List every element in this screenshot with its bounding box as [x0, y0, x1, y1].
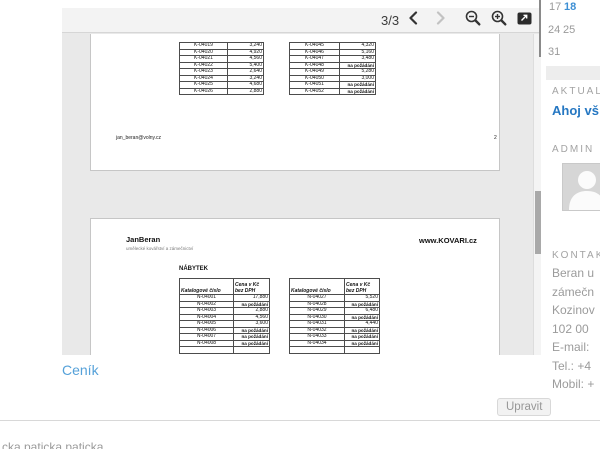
page-indicator: 3/3 [381, 13, 400, 28]
table-row: K-04048 na požádání [289, 61, 376, 69]
catalog-code-cell: K-04052 [289, 87, 340, 95]
price-header-cell: Cena v Kč bez DPH [233, 278, 270, 295]
catalog-header-cell: Katalogové číslo [179, 278, 234, 295]
company-website: www.KOVARI.cz [419, 236, 477, 245]
price-cell: na požádání [339, 87, 376, 95]
section-title: NÁBYTEK [179, 266, 209, 272]
contact-line: 102 00 [552, 321, 589, 336]
table-body: K-04045 4,320 K-04046 5,160 K-04047 3,480 K-04… [289, 42, 376, 95]
price-table: K-04019 3,240 K-04020 4,920 K-04021 4,560 K-04… [179, 42, 264, 95]
table-row: K-04024 3,240 [179, 74, 264, 82]
open-in-new-button[interactable] [517, 8, 532, 33]
price-header-cell: Cena v Kč bez DPH [344, 278, 380, 295]
price-cell: 5,400 [227, 61, 264, 69]
catalog-code-cell: K-04026 [179, 87, 228, 95]
price-header-line2: bez DPH [346, 288, 367, 294]
chevron-right-icon [436, 11, 446, 30]
viewer-scrollbar-thumb[interactable] [535, 191, 541, 254]
price-table: Katalogové číslo Cena v Kč bez DPH N-040… [289, 278, 380, 354]
table-row [289, 346, 380, 354]
news-section-heading: AKTUAL [552, 86, 600, 97]
contact-line: Tel.: +4 [552, 358, 592, 373]
magnifier-minus-icon [464, 9, 482, 32]
price-header-line1: Cena v Kč [346, 282, 371, 288]
catalog-code-cell [179, 346, 234, 354]
catalog-code-cell [289, 346, 345, 354]
price-table: K-04045 4,320 K-04046 5,160 K-04047 3,480 K-04… [289, 42, 376, 95]
table-row [179, 346, 270, 354]
price-cell: 3,240 [227, 74, 264, 82]
calendar-day[interactable]: 17 [549, 1, 562, 13]
document-page-number: 2 [494, 135, 497, 141]
admin-avatar [562, 163, 600, 211]
pdf-viewer: 3/3 [62, 8, 541, 355]
table-header: Katalogové číslo Cena v Kč bez DPH [179, 278, 270, 295]
calendar-day[interactable]: 24 [548, 24, 561, 36]
table-row: K-04049 5,280 [289, 68, 376, 76]
calendar-day-today[interactable]: 18 [564, 1, 577, 13]
zoom-out-button[interactable] [464, 8, 482, 33]
edit-button-label: Upravit [506, 401, 543, 413]
company-tagline: umělecké kovářství a zámečnictví [126, 246, 194, 251]
table-row: K-04051 na požádání [289, 81, 376, 89]
next-page-button[interactable] [436, 8, 446, 33]
pdf-page-2: K-04019 3,240 K-04020 4,920 K-04021 4,560 K-04… [90, 34, 500, 171]
edit-button[interactable]: Upravit [497, 398, 552, 416]
price-header-line1: Cena v Kč [235, 282, 260, 288]
contact-line: zámečn [552, 284, 595, 299]
prev-page-button[interactable] [408, 8, 418, 33]
contact-line: Kozinov [552, 303, 595, 317]
news-article-link[interactable]: Ahoj vš [552, 103, 599, 118]
contact-info: Beran u zámečn Kozinov 102 00 E-mail: Te… [552, 264, 595, 394]
table-body: N-04027 5,520 N-04028 na požádání N-04029 6,4… [289, 294, 380, 354]
catalog-header-cell: Katalogové číslo [289, 278, 345, 295]
price-cell: 5,280 [339, 68, 376, 76]
price-cell: 4,680 [227, 81, 264, 89]
price-header-line2: bez DPH [235, 288, 256, 294]
viewer-scrollbar-track[interactable] [533, 34, 541, 355]
price-cell: 2,880 [227, 87, 264, 95]
contact-section-heading: KONTAK [552, 250, 600, 261]
outer-scrollbar-thumb[interactable] [539, 0, 541, 57]
price-cell: na požádání [339, 61, 376, 69]
contact-line: E-mail: [552, 340, 590, 354]
table-row: K-04023 2,640 [179, 68, 264, 76]
price-cell: na požádání [339, 81, 376, 89]
price-cell: 2,640 [227, 68, 264, 76]
contact-line: Beran u [552, 266, 595, 280]
contact-line: Mobil: + [552, 377, 595, 391]
document-email: jan_beran@volny.cz [116, 135, 162, 141]
table-row: K-04022 5,400 [179, 61, 264, 69]
calendar-day[interactable]: 25 [563, 24, 576, 36]
footer-divider [0, 420, 600, 421]
table-body: K-04019 3,240 K-04020 4,920 K-04021 4,560 K-04… [179, 42, 264, 95]
open-in-new-icon [517, 12, 532, 30]
calendar-footer-bar [546, 66, 600, 80]
document-link[interactable]: Ceník [62, 362, 99, 378]
pdf-viewport[interactable]: K-04019 3,240 K-04020 4,920 K-04021 4,560 K-04… [62, 34, 541, 355]
table-row: K-04025 4,680 [179, 81, 264, 89]
table-body: N-04001 17,880 N-04002 na požádání N-04003 2,… [179, 294, 270, 354]
calendar-day[interactable]: 31 [548, 46, 561, 58]
price-table: Katalogové číslo Cena v Kč bez DPH N-040… [179, 278, 270, 354]
chevron-left-icon [408, 11, 418, 30]
table-header: Katalogové číslo Cena v Kč bez DPH [289, 278, 380, 295]
pdf-toolbar: 3/3 [62, 8, 541, 33]
company-name: JanBeran [126, 235, 161, 244]
table-row: K-04052 na požádání [289, 87, 376, 95]
pdf-page-3: JanBeran umělecké kovářství a zámečnictv… [90, 218, 500, 355]
admin-section-heading: ADMIN [552, 144, 595, 155]
table-row: K-04050 3,000 [289, 74, 376, 82]
price-cell: 3,000 [339, 74, 376, 82]
zoom-in-button[interactable] [490, 8, 508, 33]
magnifier-plus-icon [490, 9, 508, 32]
price-cell [344, 346, 380, 354]
table-row: K-04026 2,880 [179, 87, 264, 95]
footer-text-fragment: cka paticka paticka [2, 440, 104, 449]
person-icon [563, 171, 600, 210]
price-cell [233, 346, 270, 354]
